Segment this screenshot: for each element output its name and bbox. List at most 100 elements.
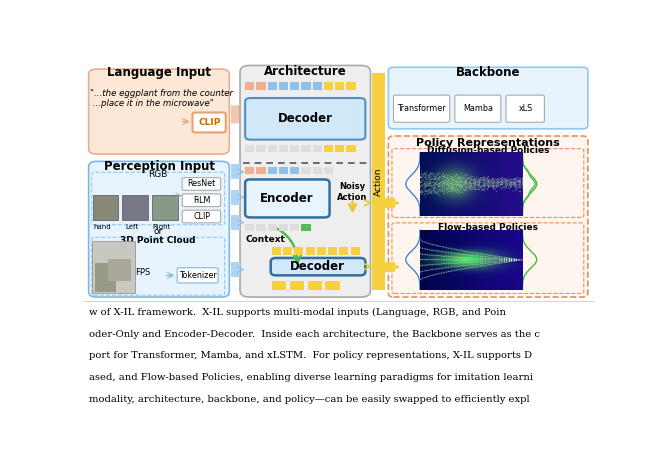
Bar [290,167,300,174]
Text: ased, and Flow-based Policies, enabling diverse learning paradigms for imitation: ased, and Flow-based Policies, enabling … [88,373,533,382]
Bar [279,145,288,152]
Bar [324,167,333,174]
Text: Diffusion-based Policies: Diffusion-based Policies [427,146,549,155]
Text: CLIP: CLIP [198,118,220,127]
Bar [231,215,240,230]
FancyBboxPatch shape [388,67,588,129]
FancyBboxPatch shape [182,194,220,207]
Bar [308,281,322,290]
Bar [268,224,277,231]
Text: Action: Action [374,167,383,196]
Bar [279,167,288,174]
Text: Noisy
Action: Noisy Action [337,182,368,202]
FancyBboxPatch shape [177,268,218,283]
Text: 3D Point Cloud: 3D Point Cloud [121,236,196,245]
FancyBboxPatch shape [193,112,226,133]
Bar [245,145,254,152]
Text: RGB: RGB [148,170,168,179]
Bar [279,224,288,231]
Bar [385,262,395,273]
Bar [256,82,265,90]
Text: Tokenizer: Tokenizer [179,271,216,280]
Text: Left: Left [125,224,138,230]
Bar [283,248,292,255]
Bar [313,145,322,152]
Bar [268,167,277,174]
FancyBboxPatch shape [182,210,220,223]
Bar [152,195,178,220]
Bar [268,82,277,90]
Text: Backbone: Backbone [456,66,520,79]
Bar [268,145,277,152]
Text: FiLM: FiLM [193,196,211,204]
Text: Architecture: Architecture [263,65,346,78]
Bar [272,281,286,290]
Bar [339,248,348,255]
Text: Perception Input: Perception Input [104,160,214,173]
FancyBboxPatch shape [455,95,501,122]
Bar [231,164,240,180]
Bar [306,248,315,255]
FancyBboxPatch shape [88,161,229,297]
Bar [245,167,254,174]
Bar [313,82,322,90]
Bar [328,248,337,255]
Text: Decoder: Decoder [290,260,345,273]
Text: Mamba: Mamba [463,104,493,113]
Text: port for Transformer, Mamba, and xLSTM.  For policy representations, X-IL suppor: port for Transformer, Mamba, and xLSTM. … [88,352,532,360]
Bar [324,82,333,90]
Bar [272,248,281,255]
Text: or: or [154,227,163,236]
FancyBboxPatch shape [240,65,370,297]
Text: ResNet: ResNet [187,179,216,188]
FancyBboxPatch shape [393,95,449,122]
FancyBboxPatch shape [506,95,544,122]
FancyBboxPatch shape [182,178,220,190]
Text: Context: Context [245,235,285,243]
Bar [108,259,131,281]
FancyBboxPatch shape [245,180,329,218]
Bar [290,82,300,90]
Bar [279,82,288,90]
Bar [313,167,322,174]
Text: "...the eggplant from the counter
 ...place it in the microwave": "...the eggplant from the counter ...pla… [90,89,233,109]
Bar [346,82,356,90]
Bar [92,195,118,220]
Text: FPS: FPS [135,268,150,277]
Bar [256,224,265,231]
Text: CLIP: CLIP [193,212,210,221]
FancyBboxPatch shape [388,136,588,297]
Bar [335,145,345,152]
Bar [231,262,240,277]
Text: xLS: xLS [518,104,533,113]
Text: Decoder: Decoder [277,112,333,125]
Text: modality, architecture, backbone, and policy—can be easily swapped to efficientl: modality, architecture, backbone, and po… [88,395,529,404]
Bar [256,167,265,174]
FancyBboxPatch shape [271,258,366,275]
Text: Flow-based Policies: Flow-based Policies [438,223,538,232]
Bar [92,241,135,293]
Bar [317,248,326,255]
Bar [302,82,311,90]
Bar [302,224,311,231]
Text: Right: Right [152,224,170,230]
Bar [325,281,340,290]
Text: Policy Representations: Policy Representations [416,138,560,148]
Bar [231,189,240,205]
Bar [324,145,333,152]
Bar [290,145,300,152]
Bar [385,197,395,208]
Bar [372,73,385,290]
Bar [335,82,345,90]
Text: Transformer: Transformer [397,104,446,113]
Bar [245,224,254,231]
Text: hand: hand [93,224,111,230]
Text: w of X-IL framework.  X-IL supports multi-modal inputs (Language, RGB, and Poin: w of X-IL framework. X-IL supports multi… [88,308,506,317]
Bar [122,195,148,220]
Text: Encoder: Encoder [260,192,314,205]
Bar [346,145,356,152]
FancyBboxPatch shape [245,98,366,140]
Bar [302,167,311,174]
Text: oder-Only and Encoder-Decoder.  Inside each architecture, the Backbone serves as: oder-Only and Encoder-Decoder. Inside ea… [88,329,540,338]
FancyBboxPatch shape [231,105,241,123]
